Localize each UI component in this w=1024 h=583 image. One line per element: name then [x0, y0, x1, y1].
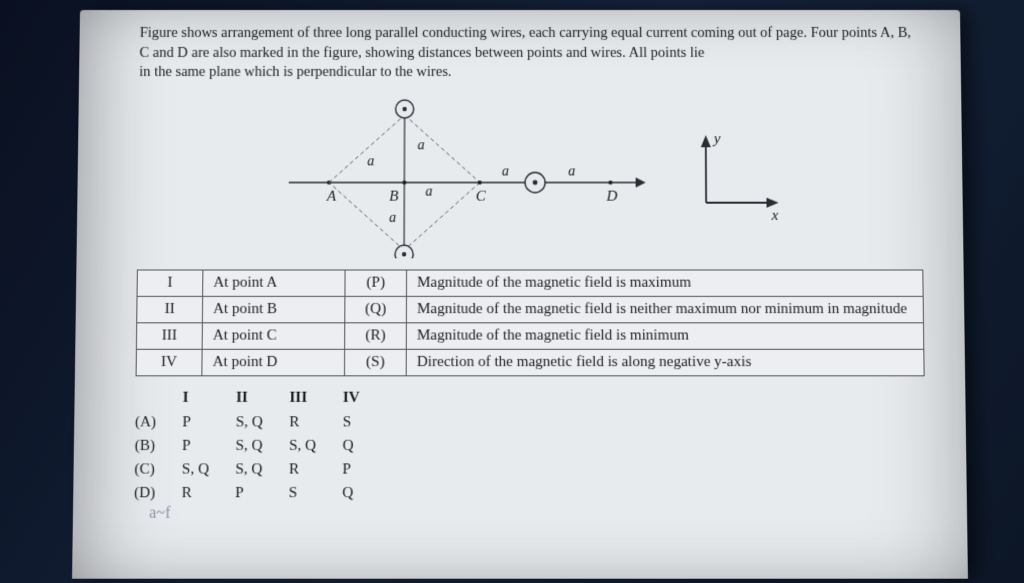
option-c2: S, Q	[236, 434, 290, 458]
label-a-ul: a	[367, 154, 374, 169]
option-c1: R	[182, 482, 236, 506]
cell-point: At point A	[203, 270, 345, 296]
option-c4: Q	[342, 434, 385, 458]
cell-num: II	[137, 296, 203, 322]
head-III: III	[289, 386, 342, 411]
option-c1: P	[182, 411, 236, 435]
cell-desc: Direction of the magnetic field is along…	[406, 349, 924, 376]
cell-point: At point D	[202, 349, 345, 376]
table-row: III At point C (R) Magnitude of the magn…	[136, 323, 923, 349]
option-key: (D)	[134, 482, 182, 506]
match-table: I At point A (P) Magnitude of the magnet…	[136, 269, 925, 376]
cell-letter: (R)	[345, 323, 407, 349]
cell-num: IV	[136, 349, 202, 376]
label-a-wd: a	[568, 164, 575, 179]
diagram-container: A B a a	[137, 87, 923, 263]
option-key: (A)	[135, 411, 183, 435]
label-C: C	[476, 188, 487, 204]
cell-letter: (Q)	[345, 296, 407, 322]
head-IV: IV	[343, 386, 386, 411]
option-c4: S	[343, 411, 386, 435]
cell-point: At point C	[202, 323, 345, 349]
cell-num: I	[137, 270, 203, 296]
cell-desc: Magnitude of the magnetic field is neith…	[406, 296, 923, 322]
table-row: I At point A (P) Magnitude of the magnet…	[137, 270, 923, 296]
head-II: II	[236, 386, 290, 411]
option-c2: P	[235, 482, 289, 506]
cell-desc: Magnitude of the magnetic field is maxim…	[406, 270, 923, 296]
label-a-bc: a	[425, 184, 432, 199]
table-row: II At point B (Q) Magnitude of the magne…	[137, 296, 924, 322]
cell-desc: Magnitude of the magnetic field is minim…	[406, 323, 924, 349]
page-sheet: Figure shows arrangement of three long p…	[72, 10, 968, 579]
svg-text:x: x	[771, 207, 779, 223]
cell-num: III	[136, 323, 202, 349]
option-c3: R	[289, 458, 343, 482]
table-row: IV At point D (S) Direction of the magne…	[136, 349, 924, 376]
option-c2: S, Q	[235, 458, 289, 482]
option-row: (D) R P S Q	[134, 482, 386, 506]
option-c4: Q	[342, 482, 385, 506]
option-c1: S, Q	[182, 458, 236, 482]
wires-diagram: A B a a	[248, 87, 812, 258]
option-c1: P	[182, 434, 236, 458]
cell-point: At point B	[202, 296, 345, 322]
prompt-line-3: in the same plane which is perpendicular…	[139, 64, 451, 80]
prompt-line-1: Figure shows arrangement of three long p…	[140, 25, 807, 41]
option-row: (A) P S, Q R S	[135, 411, 386, 435]
option-c3: S	[289, 482, 343, 506]
label-B: B	[389, 188, 398, 204]
handwritten-mark: a~f	[149, 504, 171, 523]
head-I: I	[183, 386, 237, 411]
cell-letter: (P)	[345, 270, 407, 296]
axes-icon: y x	[701, 131, 779, 224]
cell-letter: (S)	[344, 349, 406, 376]
label-A: A	[326, 188, 337, 204]
label-a-ur: a	[418, 138, 425, 153]
option-c2: S, Q	[236, 411, 290, 435]
label-D: D	[605, 188, 617, 204]
option-row: (C) S, Q S, Q R P	[134, 458, 385, 482]
option-row: (B) P S, Q S, Q Q	[135, 434, 386, 458]
option-key: (B)	[135, 434, 183, 458]
question-prompt: Figure shows arrangement of three long p…	[139, 24, 921, 83]
option-c3: R	[289, 411, 343, 435]
label-a-bl: a	[389, 210, 396, 225]
svg-text:y: y	[712, 131, 721, 147]
option-c4: P	[342, 458, 385, 482]
option-key: (C)	[134, 458, 182, 482]
options-block: I II III IV (A) P S, Q R S (B) P S, Q S,…	[134, 386, 926, 505]
option-c3: S, Q	[289, 434, 343, 458]
options-header: I II III IV	[135, 386, 386, 411]
label-a-cw: a	[502, 164, 509, 179]
